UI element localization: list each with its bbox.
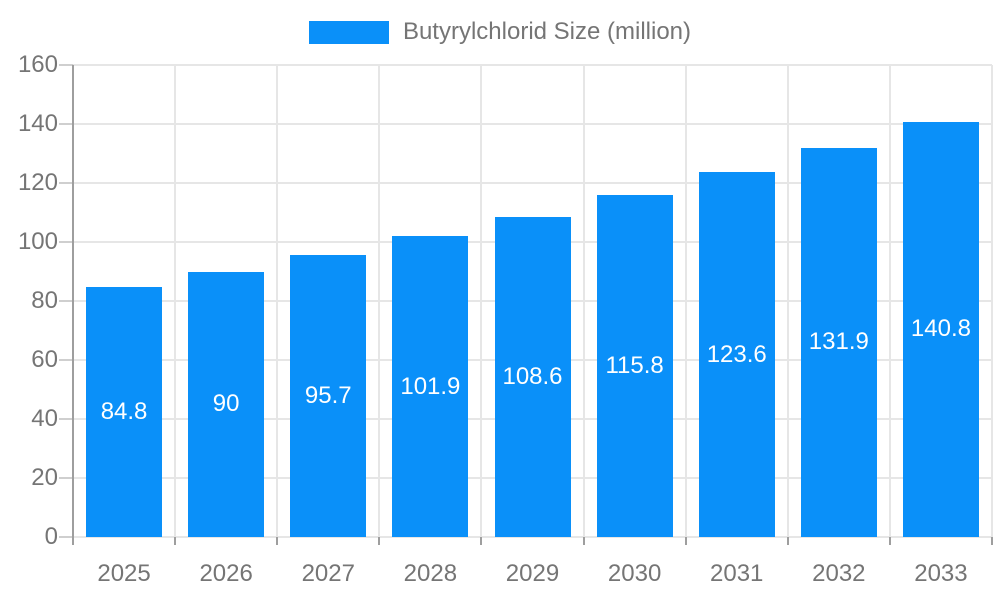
y-axis-label: 160 xyxy=(17,51,58,78)
y-axis-tick xyxy=(59,182,73,184)
y-axis-label: 100 xyxy=(17,228,58,255)
bar-value-label: 101.9 xyxy=(400,372,461,400)
x-axis-label: 2030 xyxy=(607,560,662,587)
bar-value-label: 123.6 xyxy=(706,340,767,368)
y-axis-label: 60 xyxy=(31,346,58,373)
bar xyxy=(698,172,775,537)
bar xyxy=(494,216,571,537)
x-axis-label: 2028 xyxy=(403,560,458,587)
gridline xyxy=(378,65,381,537)
gridline xyxy=(888,65,891,537)
chart-legend: Butyrylchlorid Size (million) xyxy=(0,14,1000,50)
gridline xyxy=(73,64,992,66)
y-axis-tick xyxy=(59,359,73,361)
bar xyxy=(188,271,265,537)
bar-value-label: 140.8 xyxy=(910,315,971,343)
bar xyxy=(392,236,469,537)
x-axis-tick xyxy=(174,537,177,545)
y-axis-line xyxy=(72,65,74,545)
y-axis-tick xyxy=(59,241,73,243)
y-axis-label: 0 xyxy=(44,523,58,550)
y-axis-label: 140 xyxy=(17,110,58,137)
y-axis-tick xyxy=(59,64,73,66)
bar-value-label: 108.6 xyxy=(502,362,563,390)
y-axis-tick xyxy=(59,477,73,479)
x-axis-label: 2032 xyxy=(812,560,866,587)
bar-value-label: 84.8 xyxy=(100,397,148,425)
bar-value-label: 115.8 xyxy=(605,352,664,380)
gridline xyxy=(276,65,279,537)
x-axis-label: 2026 xyxy=(199,560,253,587)
bar xyxy=(800,147,877,537)
y-axis-label: 40 xyxy=(31,405,58,432)
gridline xyxy=(174,65,177,537)
x-axis-tick xyxy=(684,537,687,545)
bar xyxy=(290,254,367,537)
gridline xyxy=(786,65,789,537)
y-axis-label: 120 xyxy=(17,169,58,196)
x-axis-label: 2033 xyxy=(914,560,968,587)
x-axis-tick xyxy=(582,537,585,545)
x-axis-label: 2029 xyxy=(505,560,560,587)
bar-value-label: 131.9 xyxy=(808,328,869,356)
y-axis-label: 80 xyxy=(31,287,58,314)
x-axis-tick xyxy=(378,537,381,545)
y-axis-tick xyxy=(59,536,73,538)
gridline xyxy=(684,65,687,537)
bar xyxy=(902,121,979,537)
gridline xyxy=(73,182,992,184)
y-axis-tick xyxy=(59,418,73,420)
x-axis-label: 2027 xyxy=(301,560,355,587)
x-axis-label: 2025 xyxy=(97,560,151,587)
y-axis-tick xyxy=(59,123,73,125)
x-axis-tick xyxy=(991,537,993,545)
legend-swatch xyxy=(308,20,389,44)
bar xyxy=(596,195,673,537)
bar-value-label: 90 xyxy=(212,390,240,418)
y-axis-label: 20 xyxy=(31,464,58,491)
gridline xyxy=(991,65,993,537)
gridline xyxy=(73,123,992,125)
gridline xyxy=(582,65,585,537)
gridline xyxy=(73,536,992,538)
x-axis-tick xyxy=(888,537,891,545)
gridline xyxy=(480,65,483,537)
bar xyxy=(86,286,163,537)
legend-label: Butyrylchlorid Size (million) xyxy=(402,17,692,45)
y-axis-tick xyxy=(59,300,73,302)
x-axis-tick xyxy=(276,537,279,545)
x-axis-label: 2031 xyxy=(710,560,764,587)
bar-value-label: 95.7 xyxy=(304,381,352,409)
x-axis-tick xyxy=(480,537,483,545)
x-axis-tick xyxy=(786,537,789,545)
